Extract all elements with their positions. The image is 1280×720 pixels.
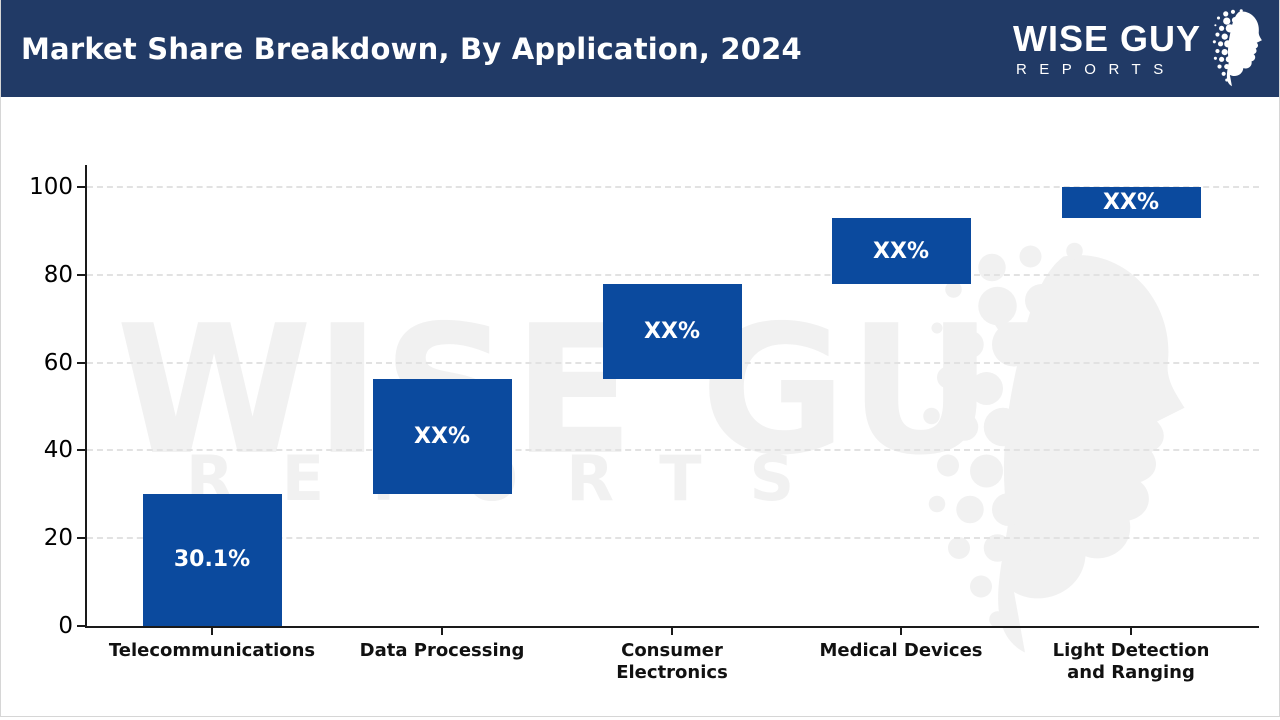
y-tick-mark (77, 625, 86, 627)
bar-value-label: XX% (644, 319, 700, 345)
brand-tagline: REPORTS (1015, 61, 1176, 78)
x-category-label-line: Electronics (616, 662, 728, 683)
brand-logo: WISE GUY REPORTS (1013, 5, 1265, 93)
x-axis-line (85, 626, 1259, 628)
x-tick-mark (900, 628, 902, 635)
y-tick-label: 40 (43, 437, 73, 464)
x-category-label: Data Processing (317, 640, 567, 662)
x-category-label: Light Detection and Ranging (1006, 640, 1256, 684)
wise-guy-face-icon (1212, 9, 1262, 87)
bar-consumer-electronics: XX% (602, 284, 742, 380)
bar-light-detection-and-ranging: XX% (1061, 187, 1201, 219)
y-axis-line (85, 165, 87, 628)
x-category-label-line: Consumer (621, 640, 723, 661)
plot: 0 20 40 60 80 100 30.1% XX% XX% XX% XX% Telecommuni… (1, 97, 1279, 716)
y-tick-label: 0 (58, 613, 73, 639)
gridline-100 (87, 186, 1259, 188)
bar-value-label: XX% (873, 238, 929, 264)
x-category-label-line: Data Processing (359, 640, 525, 661)
y-tick-label: 80 (43, 261, 73, 288)
x-tick-mark (671, 628, 673, 635)
x-category-label-line: Light Detection (1052, 640, 1210, 661)
x-category-label-line: and Ranging (1067, 662, 1195, 683)
bar-value-label: 30.1% (173, 547, 251, 573)
x-tick-mark (441, 628, 443, 635)
x-tick-mark (1130, 628, 1132, 635)
bar-value-label: XX% (414, 424, 470, 450)
y-tick-mark (77, 186, 86, 188)
bar-data-processing: XX% (372, 379, 512, 494)
brand-text: WISE GUY REPORTS (1012, 18, 1201, 79)
y-tick-label: 100 (29, 174, 73, 200)
y-tick-label: 20 (43, 525, 73, 552)
y-tick-label: 60 (43, 349, 73, 376)
gridline-20 (87, 537, 1259, 540)
y-tick-mark (77, 361, 86, 364)
chart-area: WISE GUY REPORTS 0 20 40 60 80 100 30.1% XX% XX%… (1, 97, 1279, 716)
x-tick-mark (211, 628, 213, 635)
bar-telecommunications: 30.1% (142, 493, 282, 626)
x-category-label: Consumer Electronics (547, 640, 797, 684)
bar-value-label: XX% (1103, 190, 1159, 216)
brand-name: WISE GUY (1012, 18, 1201, 59)
bar-medical-devices: XX% (831, 218, 971, 284)
y-tick-mark (77, 449, 86, 452)
x-category-label: Telecommunications (87, 640, 337, 662)
y-tick-mark (77, 273, 86, 276)
chart-title: Market Share Breakdown, By Application, … (21, 31, 802, 66)
y-tick-mark (77, 537, 86, 540)
gridline-40 (87, 449, 1259, 452)
gridline-80 (87, 273, 1259, 276)
x-category-label: Medical Devices (776, 640, 1026, 662)
x-category-label-line: Telecommunications (108, 640, 316, 661)
x-category-label-line: Medical Devices (819, 640, 983, 661)
header: Market Share Breakdown, By Application, … (1, 0, 1279, 97)
